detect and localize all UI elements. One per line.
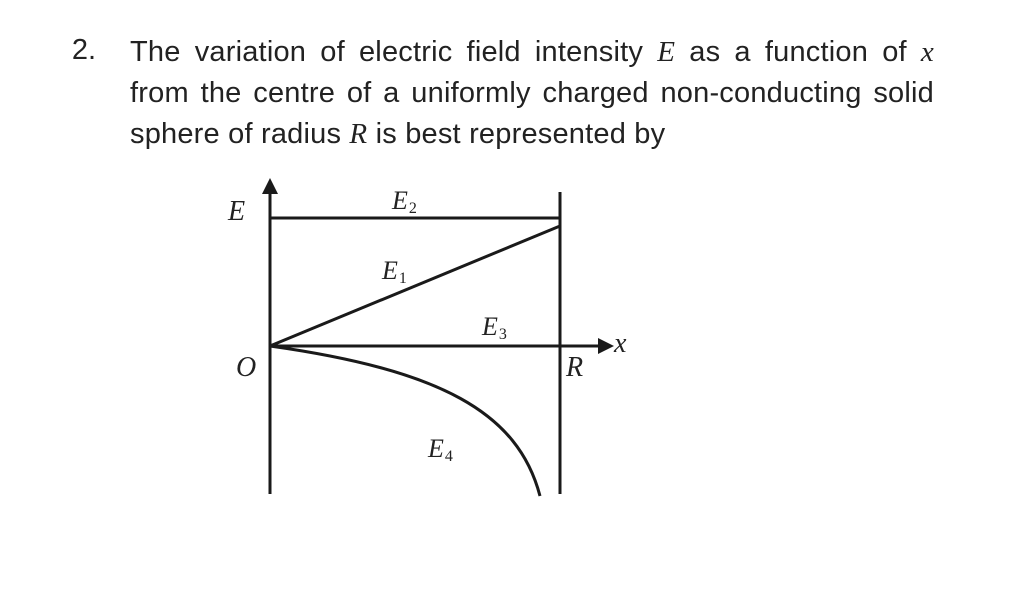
- curve-e1: [270, 226, 560, 346]
- label-e4: E4: [428, 434, 452, 464]
- question-number: 2.: [60, 32, 96, 67]
- x-axis-arrow: [598, 338, 614, 354]
- question-text: The variation of electric field intensit…: [130, 32, 934, 156]
- origin-label: O: [236, 352, 256, 384]
- label-e2: E2: [392, 186, 416, 216]
- y-axis-arrow: [262, 178, 278, 194]
- axis-label-x: x: [614, 328, 626, 360]
- label-e1: E1: [382, 256, 406, 286]
- diagram-svg: [210, 174, 640, 504]
- field-variation-diagram: E O x R E1 E2 E3 E4: [210, 174, 640, 504]
- curve-e4: [270, 346, 540, 496]
- label-e3: E3: [482, 312, 506, 342]
- r-label: R: [566, 352, 583, 384]
- axis-label-e: E: [228, 196, 245, 228]
